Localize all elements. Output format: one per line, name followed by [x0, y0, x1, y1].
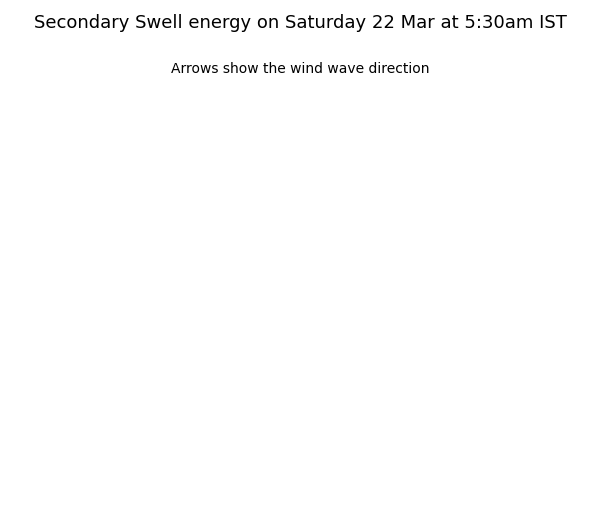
Text: Arrows show the wind wave direction: Arrows show the wind wave direction: [171, 62, 430, 76]
Text: Secondary Swell energy on Saturday 22 Mar at 5:30am IST: Secondary Swell energy on Saturday 22 Ma…: [34, 14, 567, 32]
